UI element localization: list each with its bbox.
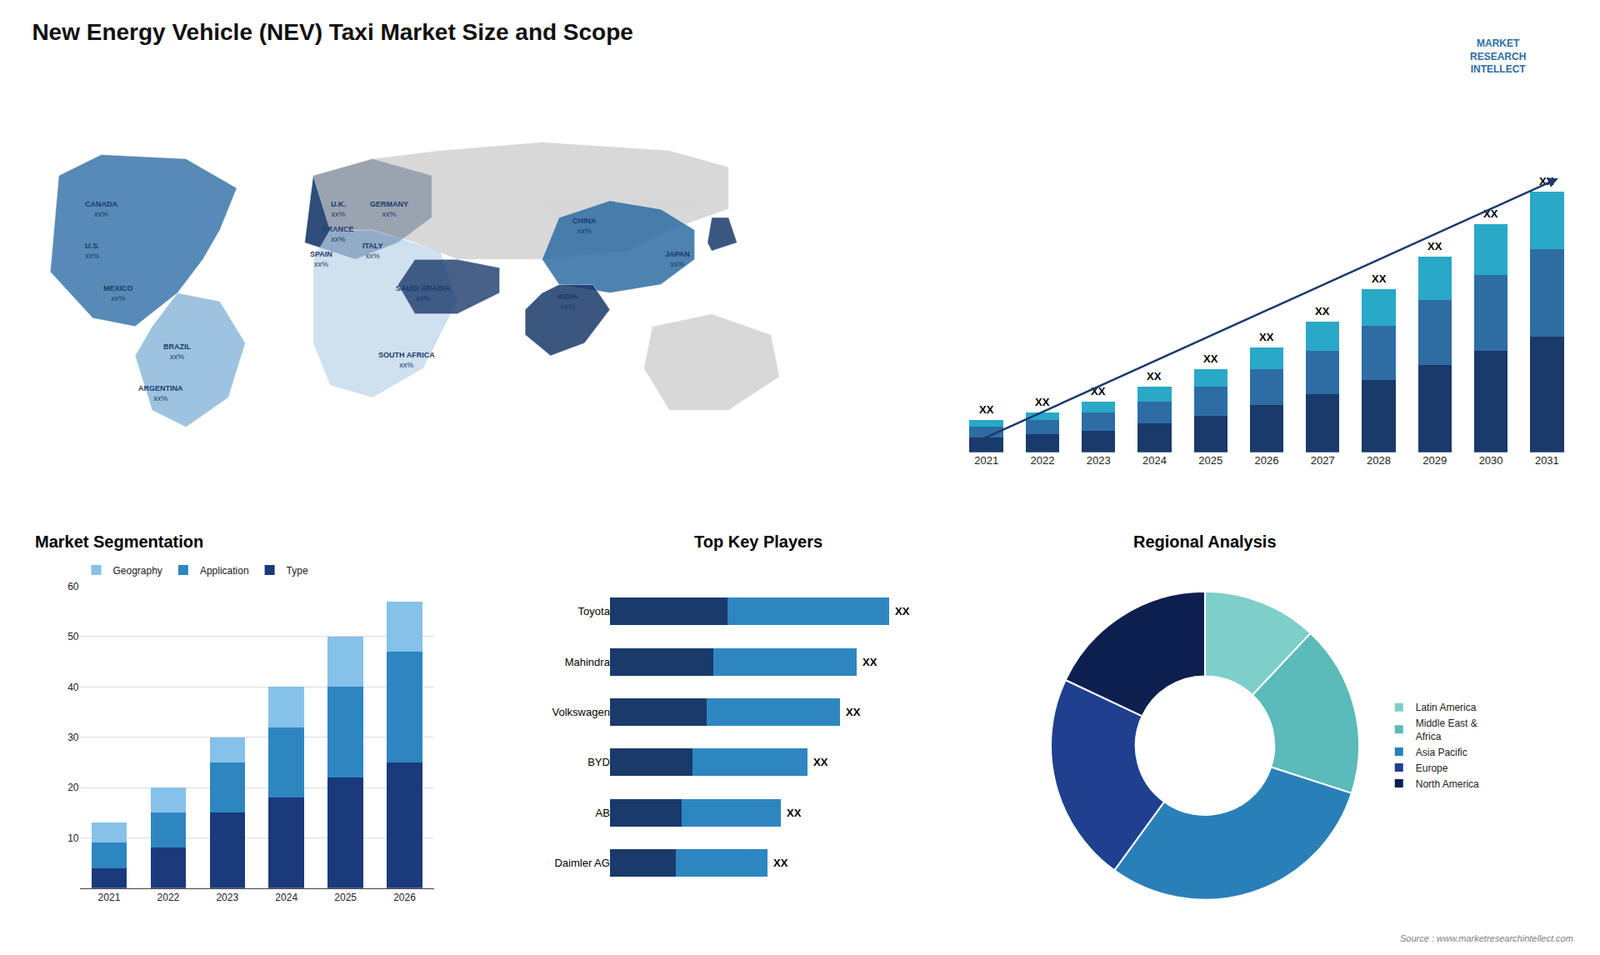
svg-text:Mahindra: Mahindra <box>565 655 611 669</box>
svg-text:Volkswagen: Volkswagen <box>552 705 610 719</box>
svg-text:BRAZILxx%: BRAZILxx% <box>163 342 191 361</box>
svg-text:XX: XX <box>1259 330 1275 344</box>
svg-text:2027: 2027 <box>1310 454 1335 467</box>
svg-text:MARKETRESEARCHINTELLECT: MARKETRESEARCHINTELLECT <box>1470 37 1526 75</box>
svg-text:CHINAxx%: CHINAxx% <box>572 216 597 235</box>
svg-text:40: 40 <box>67 681 80 694</box>
svg-text:XX: XX <box>979 403 995 416</box>
svg-text:North America: North America <box>1415 778 1480 790</box>
svg-text:30: 30 <box>67 731 80 744</box>
svg-text:2026: 2026 <box>1255 454 1280 467</box>
svg-text:Top Key Players: Top Key Players <box>694 532 823 551</box>
svg-text:MEXICOxx%: MEXICOxx% <box>103 284 134 303</box>
svg-text:2023: 2023 <box>215 891 239 904</box>
svg-text:AB: AB <box>595 806 610 820</box>
svg-text:2024: 2024 <box>1142 454 1167 467</box>
svg-text:Europe: Europe <box>1415 762 1449 775</box>
svg-text:50: 50 <box>67 630 80 643</box>
svg-text:2029: 2029 <box>1422 454 1447 467</box>
svg-text:U.S.xx%: U.S.xx% <box>85 241 100 260</box>
svg-text:XX: XX <box>862 655 878 669</box>
svg-text:20: 20 <box>67 781 80 794</box>
svg-text:Asia Pacific: Asia Pacific <box>1415 746 1468 759</box>
svg-text:XX: XX <box>845 705 861 719</box>
svg-text:Daimler AG: Daimler AG <box>554 856 610 870</box>
svg-text:XX: XX <box>1483 207 1499 220</box>
svg-text:2024: 2024 <box>275 891 298 904</box>
svg-text:XX: XX <box>1146 370 1162 383</box>
svg-text:XX: XX <box>1427 240 1443 253</box>
svg-text:Toyota: Toyota <box>578 605 611 618</box>
svg-text:2028: 2028 <box>1366 454 1391 467</box>
svg-text:Regional Analysis: Regional Analysis <box>1133 532 1277 551</box>
svg-text:New Energy Vehicle (NEV) Taxi: New Energy Vehicle (NEV) Taxi Market Siz… <box>31 19 634 45</box>
svg-text:2030: 2030 <box>1479 454 1504 467</box>
svg-text:Latin America: Latin America <box>1415 701 1477 714</box>
svg-text:Type: Type <box>286 565 309 577</box>
svg-text:2025: 2025 <box>1198 454 1223 467</box>
svg-text:CANADAxx%: CANADAxx% <box>85 200 118 219</box>
svg-text:2023: 2023 <box>1086 454 1111 467</box>
svg-text:SPAINxx%: SPAINxx% <box>310 250 333 269</box>
svg-text:XX: XX <box>786 806 802 820</box>
svg-text:Source : www.marketresearchint: Source : www.marketresearchintellect.com <box>1400 933 1574 944</box>
svg-text:XX: XX <box>1090 385 1106 398</box>
svg-text:ITALYxx%: ITALYxx% <box>362 241 384 260</box>
svg-text:XX: XX <box>1371 272 1387 285</box>
svg-text:2022: 2022 <box>1030 454 1055 467</box>
svg-text:2026: 2026 <box>393 891 416 904</box>
svg-text:10: 10 <box>67 832 80 845</box>
svg-text:FRANCExx%: FRANCExx% <box>322 225 355 244</box>
svg-text:2021: 2021 <box>974 454 999 467</box>
svg-text:Geography: Geography <box>113 565 163 577</box>
svg-text:JAPANxx%: JAPANxx% <box>665 250 690 269</box>
svg-text:SAUDI ARABIAxx%: SAUDI ARABIAxx% <box>395 284 451 303</box>
svg-text:Market Segmentation: Market Segmentation <box>35 532 204 551</box>
svg-text:GERMANYxx%: GERMANYxx% <box>370 200 409 219</box>
svg-text:BYD: BYD <box>587 755 610 769</box>
svg-text:2025: 2025 <box>334 891 357 904</box>
svg-text:XX: XX <box>813 755 829 769</box>
svg-text:XX: XX <box>1035 395 1050 409</box>
svg-text:Application: Application <box>200 565 250 577</box>
svg-text:U.K.xx%: U.K.xx% <box>330 200 346 219</box>
svg-text:2022: 2022 <box>157 891 180 904</box>
svg-text:ARGENTINAxx%: ARGENTINAxx% <box>138 384 184 403</box>
svg-text:60: 60 <box>67 580 80 593</box>
svg-text:XX: XX <box>1203 352 1219 365</box>
svg-text:Middle East &Africa: Middle East &Africa <box>1415 717 1478 743</box>
svg-text:INDIAxx%: INDIAxx% <box>557 292 579 311</box>
svg-text:XX: XX <box>1315 305 1330 318</box>
svg-text:2021: 2021 <box>98 891 121 904</box>
svg-text:2031: 2031 <box>1535 454 1560 467</box>
svg-text:XX: XX <box>773 856 789 870</box>
svg-text:XX: XX <box>1539 175 1555 188</box>
svg-text:SOUTH AFRICAxx%: SOUTH AFRICAxx% <box>378 350 435 370</box>
svg-text:XX: XX <box>895 605 910 618</box>
